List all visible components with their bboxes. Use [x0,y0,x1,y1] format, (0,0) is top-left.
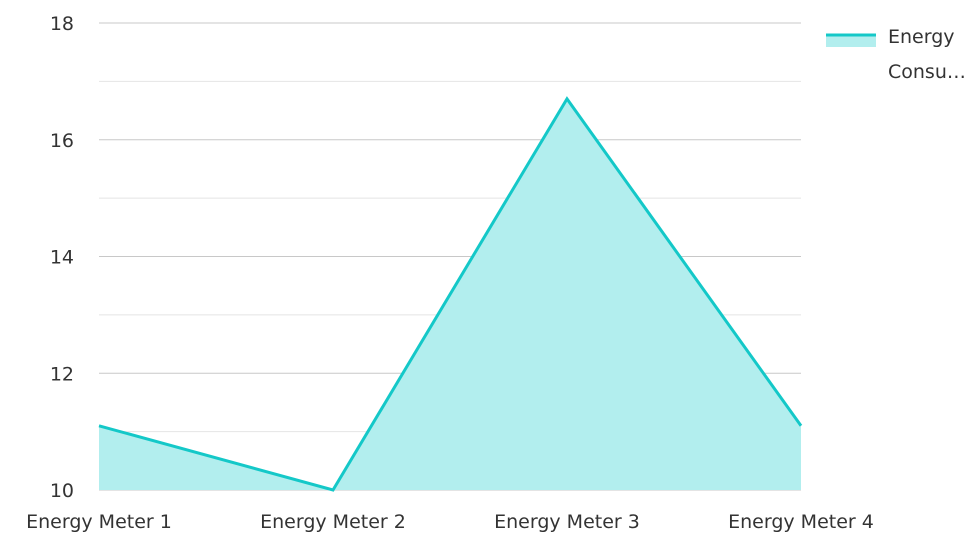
x-tick-label: Energy Meter 1 [26,511,172,533]
y-tick-label: 10 [50,480,74,502]
legend[interactable]: Energy Consu… [826,26,966,83]
legend-swatch-fill [826,35,876,47]
series-line-path [98,96,803,492]
y-tick-label: 18 [50,13,74,35]
legend-label-line1: Energy [888,26,955,48]
x-axis-ticks: Energy Meter 1 Energy Meter 2 Energy Meter… [26,511,874,533]
grid-lines [99,22,801,491]
series-area [99,98,801,490]
y-tick-label: 16 [50,130,74,152]
legend-label-line2: Consu… [888,61,966,83]
y-axis-ticks: 10 12 14 16 18 [50,13,74,502]
series-area-fill [99,98,801,490]
series-line [98,96,803,492]
x-tick-label: Energy Meter 4 [728,511,874,533]
y-tick-label: 12 [50,363,74,385]
x-tick-label: Energy Meter 3 [494,511,640,533]
x-tick-label: Energy Meter 2 [260,511,406,533]
y-tick-label: 14 [50,247,74,269]
